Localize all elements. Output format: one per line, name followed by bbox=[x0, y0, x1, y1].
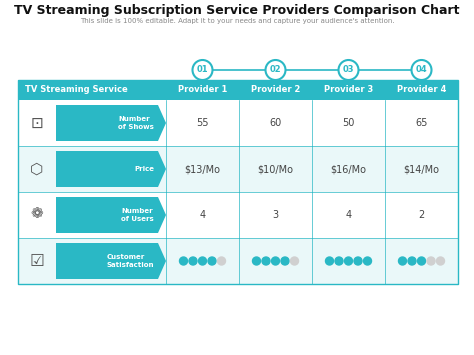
Circle shape bbox=[192, 60, 212, 80]
Text: TV Streaming Service: TV Streaming Service bbox=[25, 86, 128, 94]
Text: 04: 04 bbox=[416, 66, 428, 75]
Circle shape bbox=[326, 257, 334, 265]
Circle shape bbox=[291, 257, 299, 265]
Text: 2: 2 bbox=[419, 210, 425, 220]
Circle shape bbox=[180, 257, 188, 265]
Text: 02: 02 bbox=[270, 66, 281, 75]
Text: Provider 2: Provider 2 bbox=[251, 86, 300, 94]
FancyBboxPatch shape bbox=[18, 80, 458, 100]
Text: ❁: ❁ bbox=[31, 206, 44, 220]
Text: $16/Mo: $16/Mo bbox=[330, 164, 366, 174]
Circle shape bbox=[218, 257, 226, 265]
Circle shape bbox=[265, 60, 285, 80]
Text: Customer
Satisfaction: Customer Satisfaction bbox=[107, 254, 154, 268]
Polygon shape bbox=[56, 151, 166, 187]
Text: 01: 01 bbox=[197, 66, 208, 75]
FancyBboxPatch shape bbox=[18, 192, 458, 238]
Circle shape bbox=[437, 257, 445, 265]
Polygon shape bbox=[56, 105, 166, 141]
Circle shape bbox=[364, 257, 372, 265]
FancyBboxPatch shape bbox=[18, 146, 458, 192]
Text: Price: Price bbox=[134, 166, 154, 172]
Text: Number
of Users: Number of Users bbox=[121, 208, 154, 222]
Circle shape bbox=[354, 257, 362, 265]
Polygon shape bbox=[56, 197, 166, 233]
Circle shape bbox=[418, 257, 426, 265]
Text: $14/Mo: $14/Mo bbox=[403, 164, 439, 174]
Text: ⬡: ⬡ bbox=[30, 162, 44, 176]
Text: ☑: ☑ bbox=[29, 252, 45, 270]
FancyBboxPatch shape bbox=[18, 100, 458, 146]
Text: 03: 03 bbox=[343, 66, 354, 75]
Circle shape bbox=[399, 257, 407, 265]
Text: 60: 60 bbox=[269, 118, 282, 128]
Circle shape bbox=[272, 257, 280, 265]
Text: 65: 65 bbox=[415, 118, 428, 128]
Text: ⊡: ⊡ bbox=[31, 115, 44, 131]
Circle shape bbox=[262, 257, 270, 265]
Circle shape bbox=[189, 257, 197, 265]
Text: 55: 55 bbox=[196, 118, 209, 128]
Circle shape bbox=[199, 257, 207, 265]
Text: Provider 4: Provider 4 bbox=[397, 86, 446, 94]
Circle shape bbox=[408, 257, 416, 265]
Circle shape bbox=[427, 257, 435, 265]
Text: $13/Mo: $13/Mo bbox=[184, 164, 220, 174]
Text: 4: 4 bbox=[200, 210, 206, 220]
Circle shape bbox=[335, 257, 343, 265]
Text: Number
of Shows: Number of Shows bbox=[118, 116, 154, 130]
Text: Provider 1: Provider 1 bbox=[178, 86, 227, 94]
Text: $10/Mo: $10/Mo bbox=[257, 164, 293, 174]
Circle shape bbox=[345, 257, 353, 265]
Text: This slide is 100% editable. Adapt it to your needs and capture your audience's : This slide is 100% editable. Adapt it to… bbox=[80, 18, 394, 24]
Text: 3: 3 bbox=[273, 210, 279, 220]
Circle shape bbox=[411, 60, 431, 80]
Circle shape bbox=[338, 60, 358, 80]
Circle shape bbox=[253, 257, 261, 265]
Text: 4: 4 bbox=[346, 210, 352, 220]
FancyBboxPatch shape bbox=[18, 238, 458, 284]
Text: Provider 3: Provider 3 bbox=[324, 86, 373, 94]
Text: 50: 50 bbox=[342, 118, 355, 128]
Circle shape bbox=[281, 257, 289, 265]
Circle shape bbox=[208, 257, 216, 265]
Polygon shape bbox=[56, 243, 166, 279]
Text: TV Streaming Subscription Service Providers Comparison Chart: TV Streaming Subscription Service Provid… bbox=[14, 4, 460, 17]
